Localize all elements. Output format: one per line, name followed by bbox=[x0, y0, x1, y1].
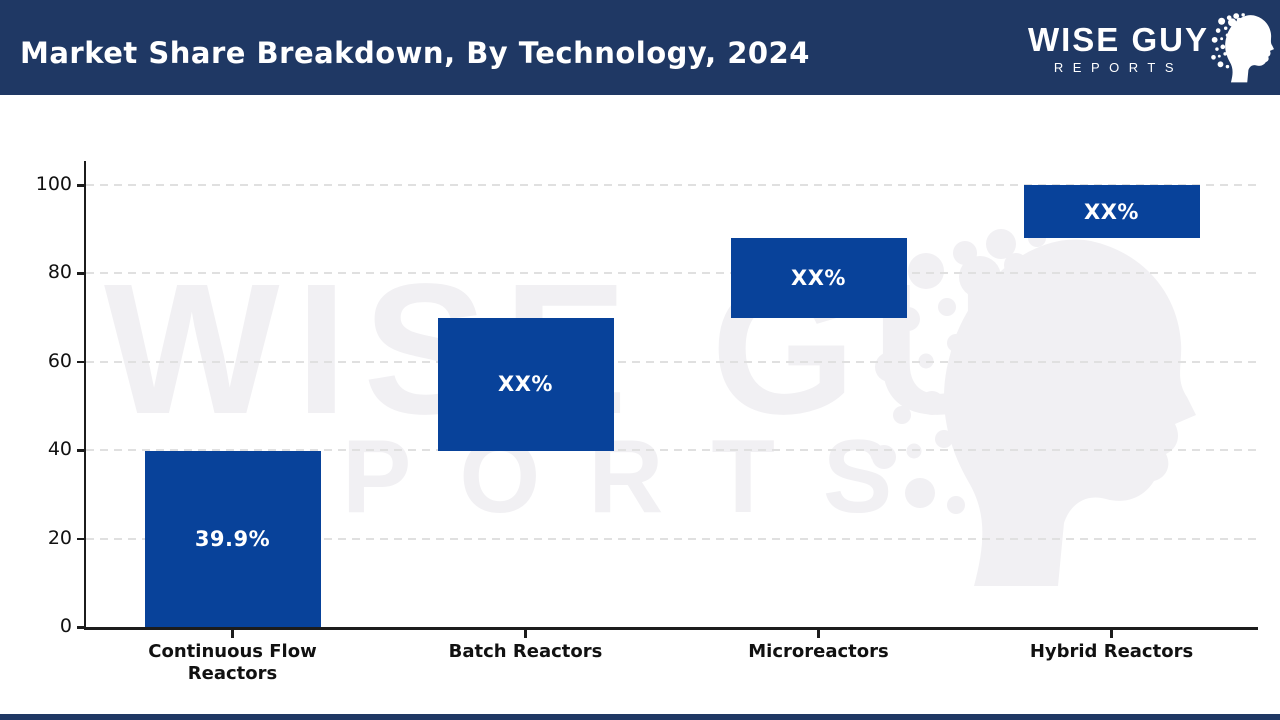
logo-wordmark-line1: WISE GUY bbox=[1027, 21, 1209, 58]
bar-value-label: XX% bbox=[498, 372, 553, 397]
chart-area: WISE GUY PORTS 0 20 40 60 80 100 39.9% Continuo… bbox=[0, 95, 1280, 714]
y-tick-label: 20 bbox=[47, 526, 72, 549]
x-tick-mark bbox=[524, 629, 527, 638]
bar: XX% bbox=[437, 318, 614, 451]
x-axis-spine bbox=[83, 627, 1258, 630]
bar-value-label: 39.9% bbox=[194, 526, 271, 551]
y-tick-label: 40 bbox=[47, 438, 72, 461]
y-tick-mark bbox=[77, 449, 86, 452]
footer-bar bbox=[0, 714, 1280, 720]
logo-wordmark: WISE GUY REPORTS bbox=[1028, 21, 1209, 75]
y-axis-spine bbox=[83, 161, 86, 630]
gridline bbox=[86, 360, 1258, 363]
gridline bbox=[86, 449, 1258, 452]
bar: XX% bbox=[1023, 185, 1200, 239]
gridline bbox=[86, 537, 1258, 540]
bar: 39.9% bbox=[144, 450, 321, 627]
y-tick-mark bbox=[77, 537, 86, 541]
x-category-label: Batch Reactors bbox=[448, 641, 603, 662]
bar-value-label: XX% bbox=[1084, 199, 1139, 224]
page-title: Market Share Breakdown, By Technology, 2… bbox=[20, 36, 810, 70]
logo-wordmark-line2: REPORTS bbox=[1053, 60, 1184, 75]
y-tick-mark bbox=[77, 360, 86, 364]
x-category-label: Microreactors bbox=[748, 641, 889, 662]
header: Market Share Breakdown, By Technology, 2… bbox=[0, 0, 1280, 95]
x-category-label: Continuous Flow Reactors bbox=[148, 641, 317, 684]
bar-value-label: XX% bbox=[791, 266, 846, 291]
x-category-label: Hybrid Reactors bbox=[1029, 641, 1194, 662]
y-tick-label: 60 bbox=[47, 349, 72, 372]
gridline bbox=[86, 184, 1258, 187]
y-tick-label: 0 bbox=[59, 615, 72, 637]
bar: XX% bbox=[730, 238, 907, 319]
head-profile-icon bbox=[1210, 13, 1274, 83]
gridline bbox=[86, 272, 1258, 275]
y-tick-label: 80 bbox=[47, 261, 72, 284]
logo: WISE GUY REPORTS bbox=[1028, 10, 1274, 86]
x-tick-mark bbox=[231, 629, 234, 638]
y-tick-mark bbox=[77, 184, 86, 187]
watermark-text-line2: PORTS bbox=[342, 419, 941, 535]
y-tick-mark bbox=[77, 626, 86, 629]
x-tick-mark bbox=[1110, 629, 1113, 638]
y-tick-label: 100 bbox=[35, 173, 72, 196]
x-tick-mark bbox=[817, 629, 820, 638]
y-tick-mark bbox=[77, 272, 86, 275]
